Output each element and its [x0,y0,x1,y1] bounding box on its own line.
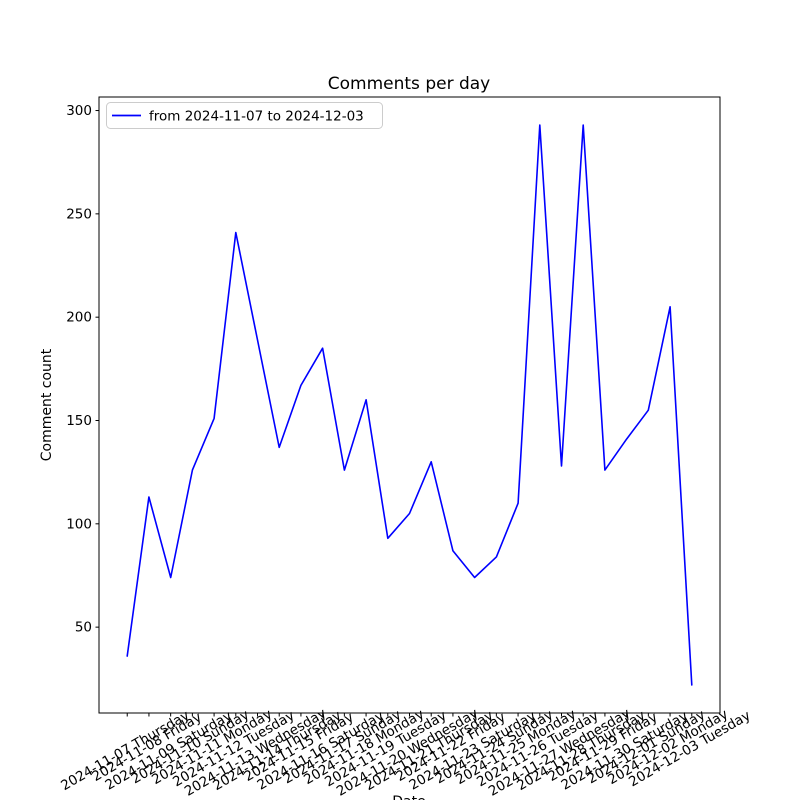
y-tick-label: 150 [66,413,92,429]
y-axis-label: Comment count [39,348,55,461]
chart-title: Comments per day [328,74,490,94]
y-axis-ticks: 50 100 150 200 250 300 [66,103,99,636]
x-axis-label: Date [392,794,425,800]
legend: from 2024-11-07 to 2024-12-03 [106,102,383,129]
y-tick-label: 300 [66,103,92,119]
y-tick-label: 200 [66,310,92,326]
data-series [126,124,693,686]
comment-count-line [126,124,693,686]
legend-frame [106,102,383,129]
y-tick-label: 250 [66,206,92,222]
legend-label: from 2024-11-07 to 2024-12-03 [149,109,364,125]
y-tick-label: 100 [66,516,92,532]
plot-area [98,96,721,714]
y-tick-label: 50 [75,620,92,636]
